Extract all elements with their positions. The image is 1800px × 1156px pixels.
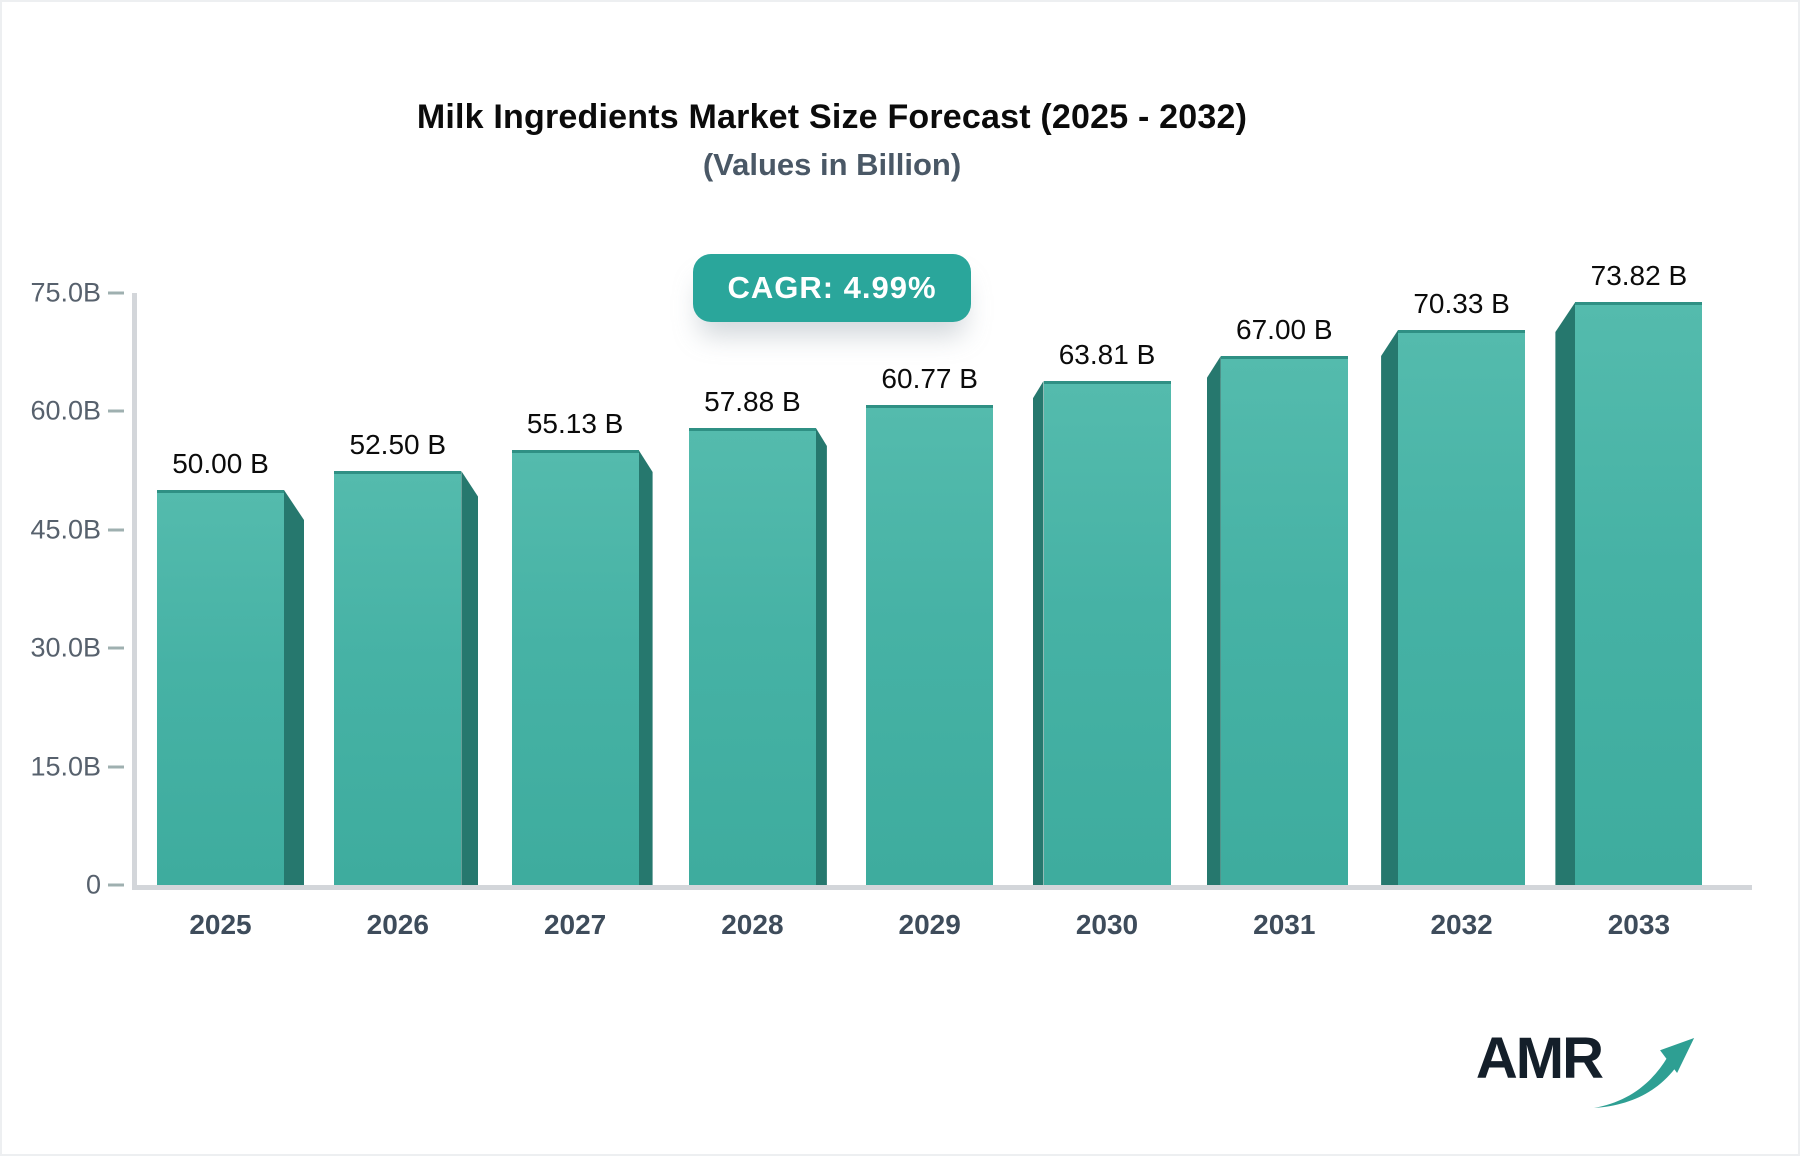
bar-face-2030 (1043, 381, 1171, 885)
bar-face-2028 (688, 428, 816, 885)
x-axis-label-2026: 2026 (366, 909, 429, 940)
y-tick-label-30: 30.0B (30, 632, 101, 663)
x-axis-label-2033: 2033 (1607, 909, 1671, 940)
bar-side-2027 (638, 450, 653, 885)
amr-logo-text: AMR (1475, 1026, 1604, 1091)
bar-side-2030 (1032, 381, 1044, 885)
x-axis-label-2028: 2028 (721, 909, 784, 940)
bar-group-2027 (482, 450, 669, 885)
y-tick-label-60: 60.0B (30, 395, 101, 426)
chart-header: Milk Ingredients Market Size Forecast (2… (2, 2, 1662, 183)
y-tick-mark-30 (108, 646, 124, 650)
bar-value-label-2028: 57.88 B (704, 386, 801, 417)
amr-logo: AMR (1476, 1030, 1696, 1114)
chart-subtitle: (Values in Billion) (702, 147, 962, 182)
y-tick-mark-45 (108, 528, 124, 532)
bar-group-2033 (1545, 302, 1732, 885)
x-axis-label-2027: 2027 (543, 909, 607, 940)
y-tick-label-75: 75.0B (30, 277, 101, 308)
bar-value-label-2026: 52.50 B (349, 429, 447, 460)
bar-value-label-2031: 67.00 B (1236, 314, 1333, 345)
growth-arrow-icon (1593, 1038, 1695, 1108)
bar-side-2032 (1381, 330, 1399, 885)
chart-title: Milk Ingredients Market Size Forecast (2… (416, 98, 1248, 136)
bar-side-2026 (461, 471, 479, 885)
bar-value-label-2025: 50.00 B (172, 448, 269, 479)
x-axis-label-2029: 2029 (898, 909, 961, 940)
bar-face-2029 (866, 405, 994, 885)
y-tick-label-45: 45.0B (30, 514, 101, 545)
x-axis-label-2025: 2025 (189, 909, 252, 940)
bar-face-2025 (157, 490, 284, 885)
x-axis-label-2031: 2031 (1253, 909, 1316, 940)
bar-side-2031 (1206, 356, 1221, 885)
bar-group-2026 (304, 471, 491, 885)
bar-face-2031 (1220, 356, 1348, 885)
y-tick-mark-0 (108, 883, 124, 887)
bar-value-label-2030: 63.81 B (1058, 339, 1156, 370)
bar-group-2028 (659, 428, 846, 885)
bar-value-label-2029: 60.77 B (881, 363, 978, 394)
bar-value-label-2033: 73.82 B (1590, 260, 1688, 291)
y-tick-mark-15 (108, 765, 124, 769)
bar-face-2032 (1398, 330, 1526, 885)
y-tick-mark-75 (108, 291, 124, 295)
bar-face-2033 (1575, 302, 1703, 885)
cagr-badge: CAGR: 4.99% (693, 254, 971, 322)
cagr-badge-row: CAGR: 4.99% (2, 254, 1662, 322)
bar-side-2033 (1555, 302, 1576, 885)
x-axis-label-2032: 2032 (1430, 909, 1493, 940)
bar-value-label-2027: 55.13 B (526, 408, 624, 439)
y-tick-mark-60 (108, 409, 124, 413)
bar-face-2027 (511, 450, 639, 885)
bar-group-2031 (1191, 356, 1378, 885)
bar-group-2029 (836, 405, 1023, 885)
bar-value-label-2032: 70.33 B (1413, 288, 1510, 319)
bar-group-2030 (1014, 381, 1201, 885)
bar-side-2028 (815, 428, 827, 885)
x-axis-label-2030: 2030 (1075, 909, 1139, 940)
bar-group-2032 (1368, 330, 1555, 885)
x-axis-line (132, 885, 1752, 890)
y-tick-label-0: 0 (85, 869, 101, 900)
bar-group-2025 (127, 490, 314, 885)
bar-face-2026 (334, 471, 462, 885)
bar-chart: 75.0B 60.0B 45.0B 30.0B 15.0B 0 50.00 B 2025 52.… (30, 260, 1752, 940)
bar-side-2025 (284, 490, 304, 885)
y-tick-label-15: 15.0B (30, 751, 101, 782)
